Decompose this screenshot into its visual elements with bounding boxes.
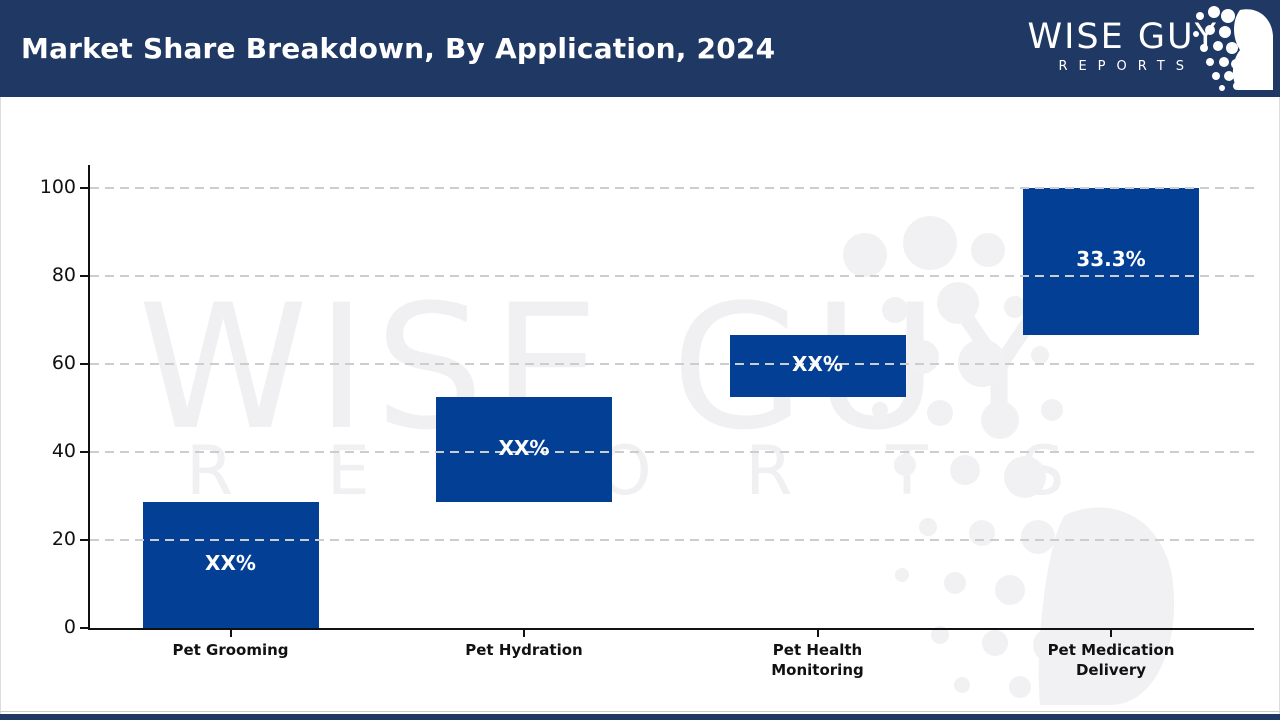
bar-value-label: 33.3% [1076, 247, 1146, 272]
brand-subtitle: REPORTS [1058, 58, 1196, 74]
y-tick-label: 20 [51, 528, 76, 550]
y-tick-mark [80, 187, 88, 189]
brand-logo-text: WISE GUY REPORTS [1027, 18, 1218, 74]
header-bar: Market Share Breakdown, By Application, … [0, 0, 1280, 97]
x-tick-mark [523, 630, 525, 637]
gridline [90, 187, 1254, 189]
y-axis-line [88, 165, 90, 630]
gridline [90, 539, 1254, 541]
bar-value-label: XX% [205, 551, 256, 576]
brand-name: WISE GUY [1027, 17, 1218, 57]
y-tick-label: 60 [51, 352, 76, 374]
page-title: Market Share Breakdown, By Application, … [21, 32, 776, 65]
bar-pet-health-monitoring [729, 334, 906, 398]
y-tick-label: 80 [51, 264, 76, 286]
bar-pet-medication-delivery [1023, 188, 1199, 335]
x-axis-line [88, 628, 1254, 630]
gridline [90, 275, 1254, 277]
gridline [90, 451, 1254, 453]
gridline [90, 363, 1254, 365]
y-tick-label: 0 [63, 616, 76, 638]
y-tick-mark [80, 363, 88, 365]
bar-pet-grooming [142, 502, 319, 628]
x-category-label: Pet Hydration [465, 641, 583, 659]
frame-left-border [0, 97, 1, 720]
y-tick-mark [80, 627, 88, 629]
x-tick-mark [1110, 630, 1112, 637]
x-tick-mark [229, 630, 232, 637]
x-category-label: Pet Health Monitoring [771, 641, 864, 680]
bar-value-label: XX% [498, 435, 550, 460]
y-tick-label: 40 [51, 440, 76, 462]
frame-bottom-border [0, 711, 1280, 712]
bar-pet-hydration [436, 397, 612, 503]
y-tick-mark [80, 451, 88, 453]
x-category-label: Pet Grooming [172, 641, 289, 659]
y-tick-mark [80, 539, 88, 541]
watermark-text-reports: R E P O R T S [186, 432, 1101, 511]
x-category-label: Pet Medication Delivery [1047, 641, 1175, 680]
brand-logo: WISE GUY REPORTS [1024, 4, 1274, 94]
x-tick-mark [816, 630, 819, 637]
bar-value-label: XX% [792, 351, 843, 376]
y-tick-label: 100 [39, 176, 76, 198]
brand-face-icon [1193, 6, 1273, 91]
y-tick-mark [80, 275, 88, 277]
footer-bar [0, 714, 1280, 720]
